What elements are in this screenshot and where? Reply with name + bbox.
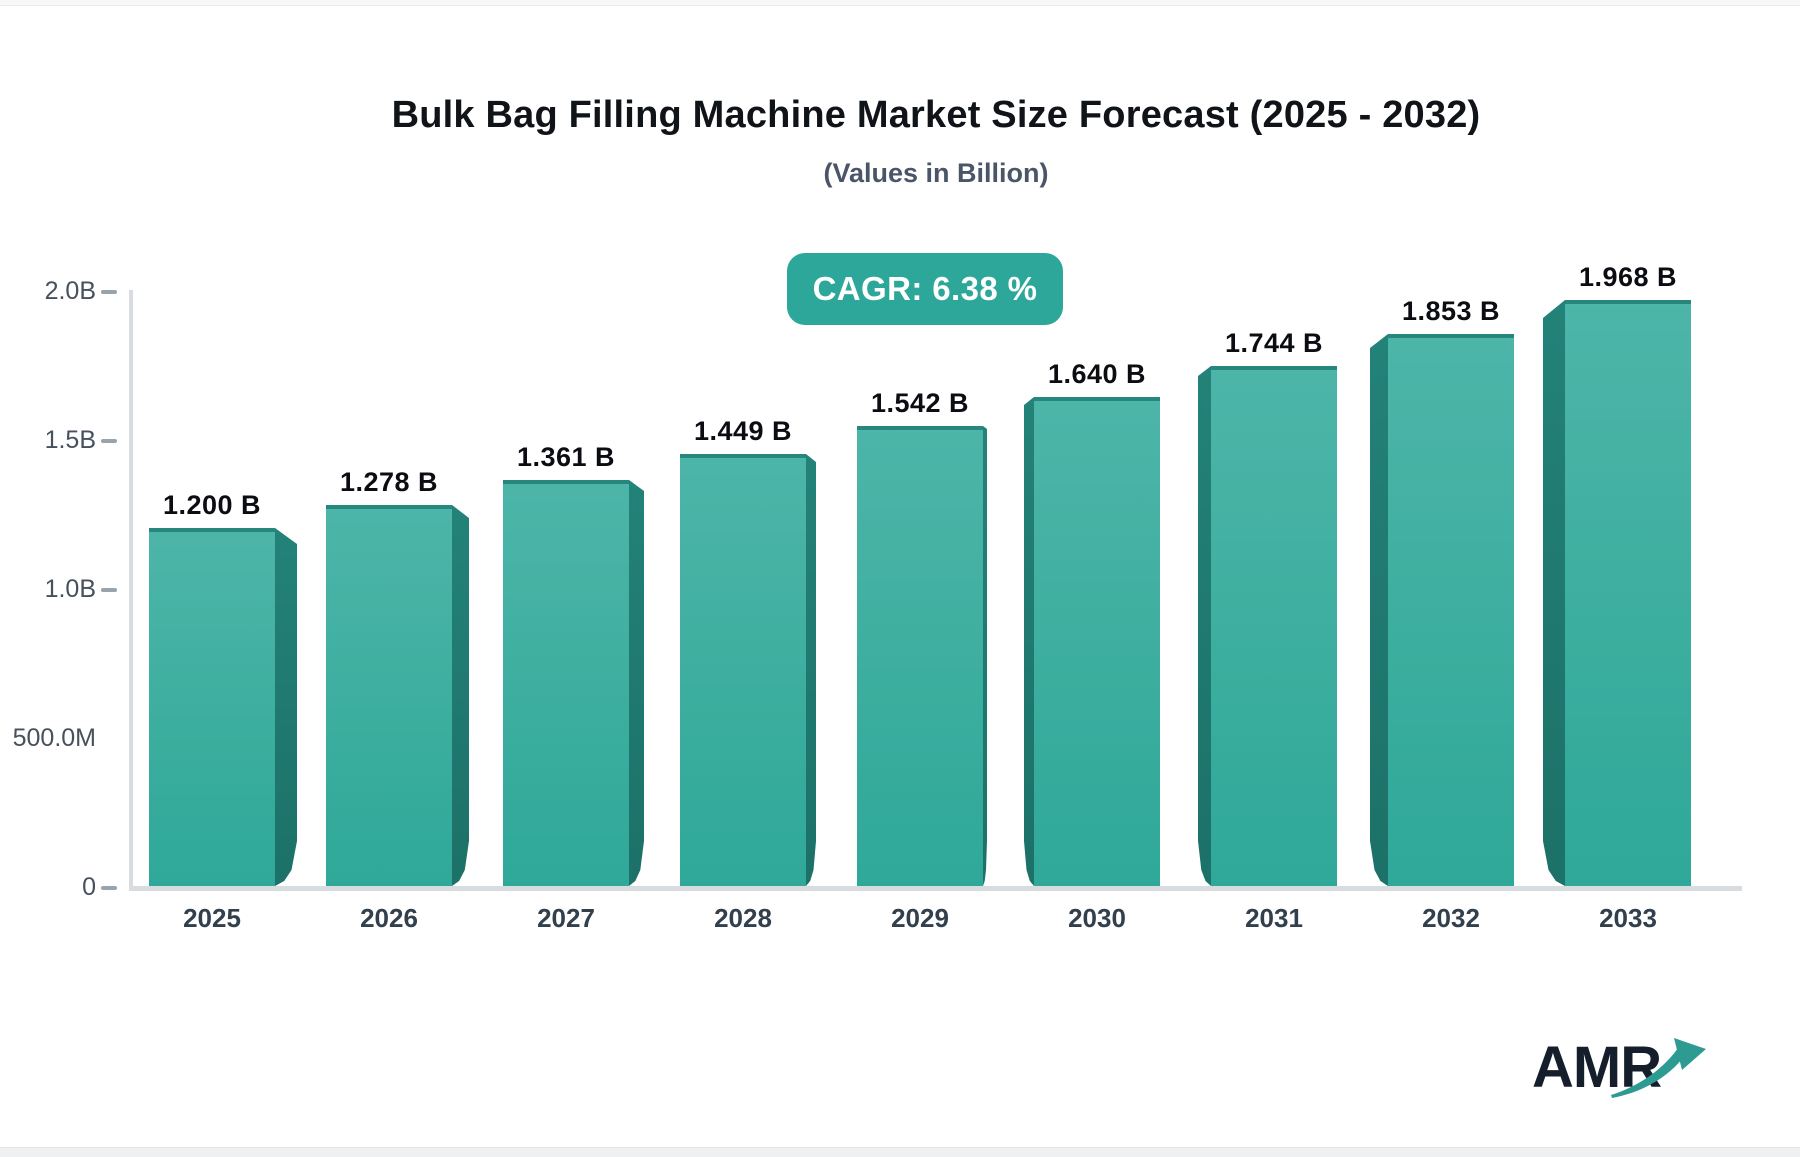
- chart-subtitle: (Values in Billion): [823, 158, 1049, 188]
- bar-side-3d: [983, 426, 987, 886]
- bar-top-edge: [149, 528, 275, 532]
- x-axis-category-label: 2026: [360, 903, 418, 933]
- bar-value-label: 1.640 B: [1047, 359, 1147, 389]
- bar-2028: [680, 454, 806, 886]
- y-axis-tick-dash: [101, 439, 117, 443]
- bar-value-label: 1.968 B: [1578, 262, 1678, 292]
- bar-top-edge: [1211, 366, 1337, 370]
- bar-value-label: 1.200 B: [162, 490, 262, 520]
- x-axis-category-label: 2032: [1422, 903, 1480, 933]
- y-axis-tick-dash: [101, 290, 117, 294]
- bar-2032: [1388, 334, 1514, 886]
- bar-2030: [1034, 397, 1160, 886]
- bar-2029: [857, 426, 983, 886]
- x-axis-category-label: 2025: [183, 903, 241, 933]
- bar-top-edge: [326, 505, 452, 509]
- bar-2031: [1211, 366, 1337, 886]
- cagr-badge-label: CAGR: 6.38 %: [812, 270, 1038, 307]
- bar-side-3d: [1024, 397, 1034, 886]
- bar-2027: [503, 480, 629, 886]
- bar-2025: [149, 528, 275, 886]
- bar-top-edge: [1388, 334, 1514, 338]
- bar-side-3d: [1198, 366, 1211, 886]
- bar-value-label: 1.449 B: [693, 416, 793, 446]
- x-axis-category-label: 2028: [714, 903, 772, 933]
- bar-value-label: 1.542 B: [870, 388, 970, 418]
- window-top-edge: [0, 0, 1800, 6]
- bar-2033: [1565, 300, 1691, 886]
- x-axis-line: [129, 886, 1742, 891]
- bar-top-edge: [1034, 397, 1160, 401]
- bar-side-3d: [1370, 334, 1388, 886]
- bar-top-edge: [1565, 300, 1691, 304]
- bar-top-edge: [680, 454, 806, 458]
- window-bottom-edge: [0, 1147, 1800, 1157]
- bar-value-label: 1.853 B: [1401, 296, 1501, 326]
- bar-top-edge: [503, 480, 629, 484]
- bar-value-label: 1.278 B: [339, 467, 439, 497]
- y-axis-tick-dash: [101, 886, 117, 890]
- y-axis-tick-label: 1.5B: [44, 426, 96, 454]
- chart-title: Bulk Bag Filling Machine Market Size For…: [391, 94, 1481, 136]
- bar-side-3d: [452, 505, 469, 886]
- y-axis-line: [129, 290, 133, 888]
- x-axis-category-label: 2031: [1245, 903, 1303, 933]
- x-axis-category-label: 2030: [1068, 903, 1126, 933]
- y-axis-tick-label: 2.0B: [44, 277, 96, 305]
- bar-side-3d: [275, 528, 297, 886]
- x-axis-category-label: 2029: [891, 903, 949, 933]
- amr-logo: AMR: [1532, 1034, 1752, 1124]
- y-axis-tick-label: 1.0B: [44, 575, 96, 603]
- bar-value-label: 1.361 B: [516, 442, 616, 472]
- bar-top-edge: [857, 426, 983, 430]
- x-axis-category-label: 2033: [1599, 903, 1657, 933]
- y-axis-tick-label: 500.0M: [12, 724, 96, 752]
- growth-arrow-icon: [1611, 1038, 1706, 1098]
- bar-side-3d: [1543, 300, 1565, 886]
- bar-side-3d: [806, 454, 816, 886]
- y-axis-tick-label: 0: [82, 873, 96, 901]
- cagr-badge: CAGR: 6.38 %: [787, 253, 1063, 325]
- bar-value-label: 1.744 B: [1224, 328, 1324, 358]
- y-axis-tick-dash: [101, 588, 117, 592]
- bar-side-3d: [629, 480, 644, 886]
- bar-2026: [326, 505, 452, 886]
- x-axis-category-label: 2027: [537, 903, 595, 933]
